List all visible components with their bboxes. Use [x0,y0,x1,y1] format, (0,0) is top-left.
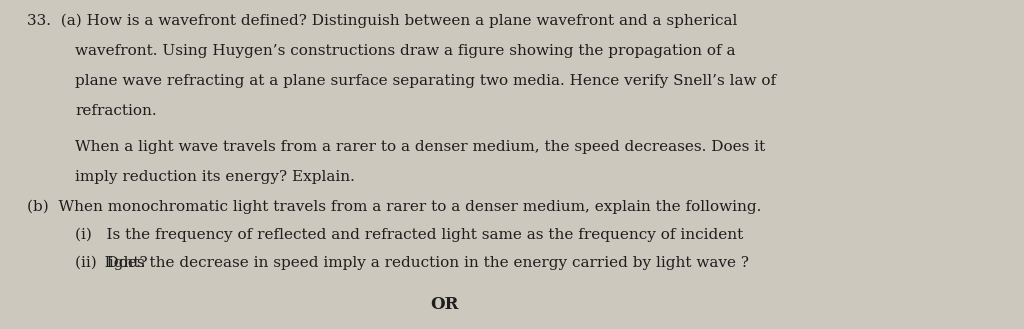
Text: (b)  When monochromatic light travels from a rarer to a denser medium, explain t: (b) When monochromatic light travels fro… [27,200,762,215]
Text: (ii)  Does the decrease in speed imply a reduction in the energy carried by ligh: (ii) Does the decrease in speed imply a … [75,256,749,270]
Text: light?: light? [105,256,148,270]
Text: plane wave refracting at a plane surface separating two media. Hence verify Snel: plane wave refracting at a plane surface… [75,74,776,88]
Text: OR: OR [430,296,459,313]
Text: wavefront. Using Huygen’s constructions draw a figure showing the propagation of: wavefront. Using Huygen’s constructions … [75,44,735,58]
Text: (i)   Is the frequency of reflected and refracted light same as the frequency of: (i) Is the frequency of reflected and re… [75,228,743,242]
Text: 33.  (a) How is a wavefront defined? Distinguish between a plane wavefront and a: 33. (a) How is a wavefront defined? Dist… [27,14,737,28]
Text: When a light wave travels from a rarer to a denser medium, the speed decreases. : When a light wave travels from a rarer t… [75,140,765,154]
Text: imply reduction its energy? Explain.: imply reduction its energy? Explain. [75,170,355,184]
Text: refraction.: refraction. [75,104,157,118]
